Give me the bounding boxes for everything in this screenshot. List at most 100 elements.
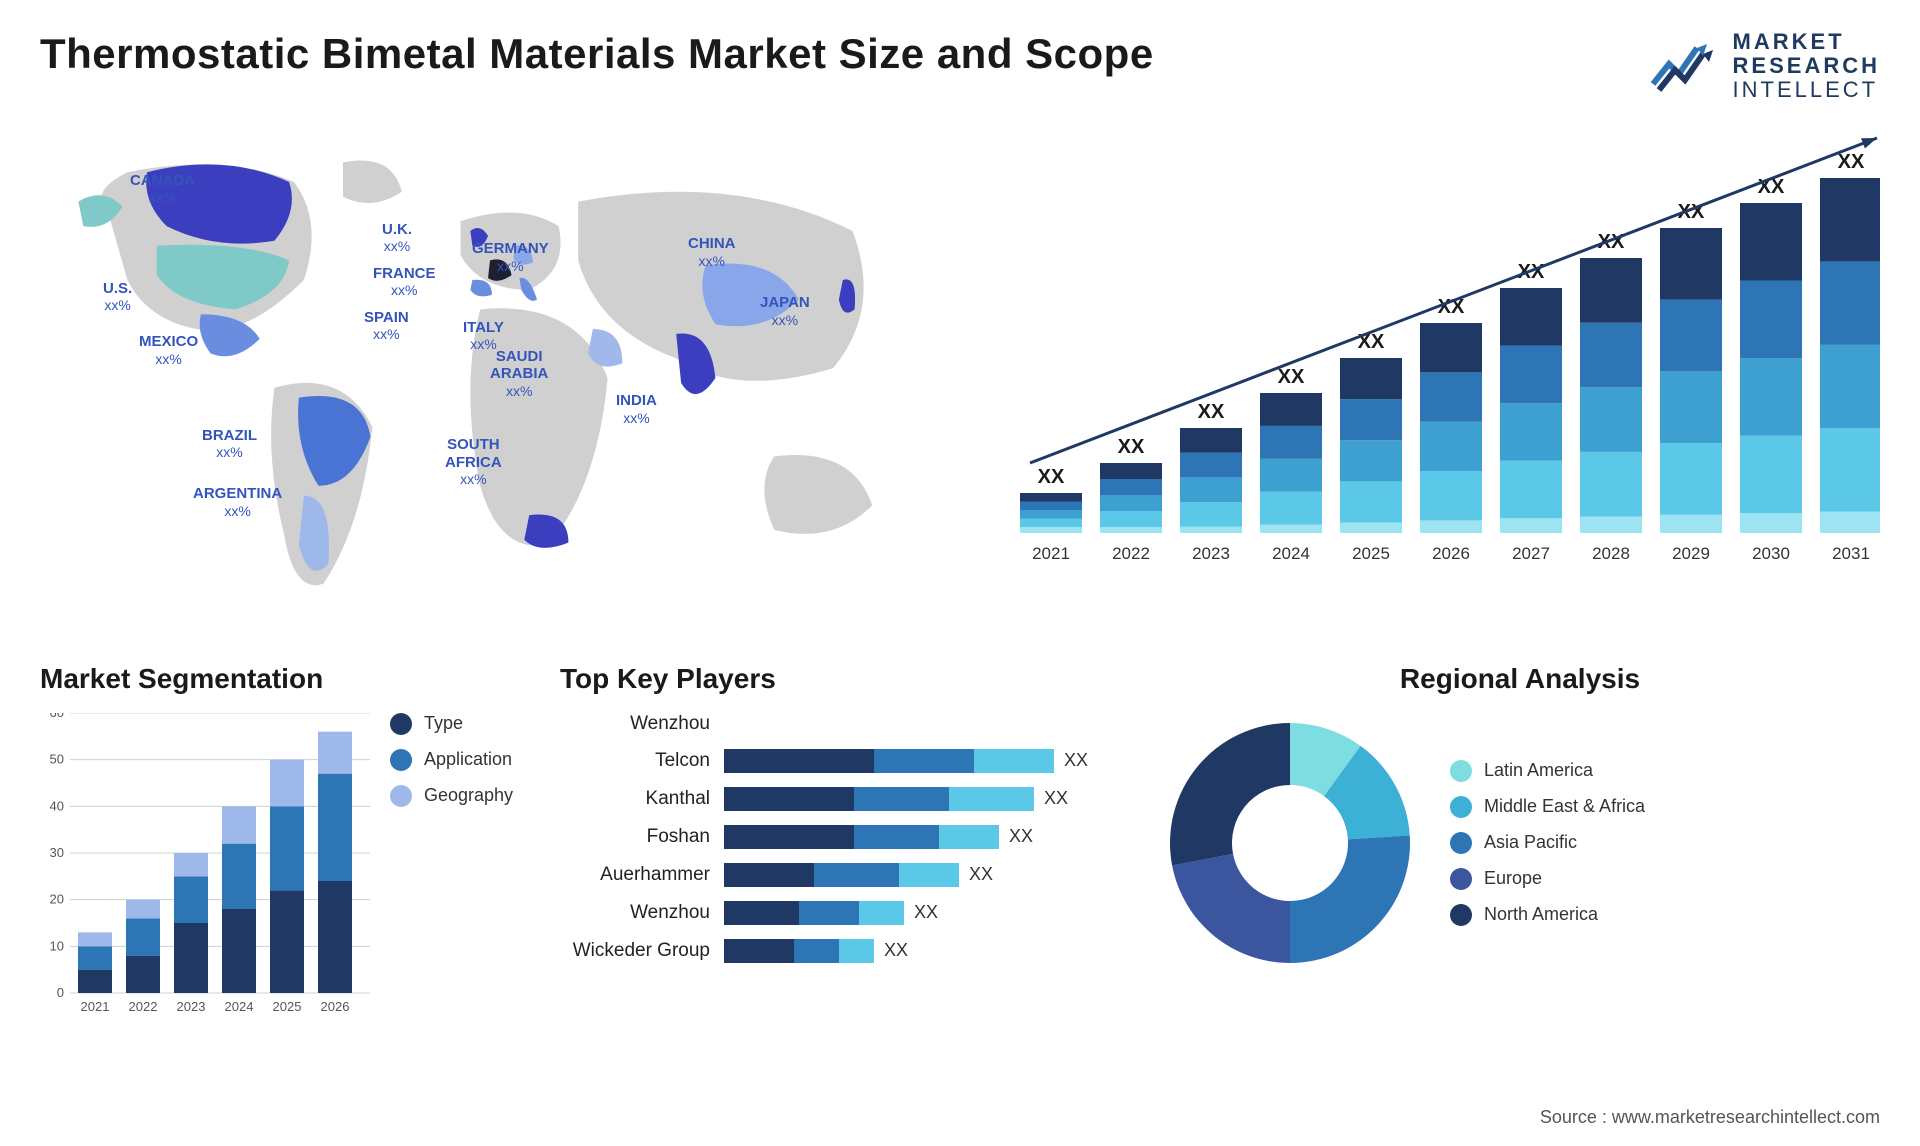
player-bar-wrap: XX xyxy=(724,749,1120,773)
players-title: Top Key Players xyxy=(560,663,1120,695)
country-label: SAUDIARABIAxx% xyxy=(490,348,548,400)
player-bar xyxy=(724,749,1054,773)
svg-text:2025: 2025 xyxy=(1352,544,1390,563)
svg-text:20: 20 xyxy=(50,891,64,906)
forecast-chart-panel: XX2021XX2022XX2023XX2024XX2025XX2026XX20… xyxy=(1000,133,1880,623)
player-value: XX xyxy=(884,940,908,961)
country-label: BRAZILxx% xyxy=(202,427,257,462)
legend-item: Geography xyxy=(390,785,513,807)
legend-label: Middle East & Africa xyxy=(1484,796,1645,817)
forecast-bar-chart: XX2021XX2022XX2023XX2024XX2025XX2026XX20… xyxy=(1000,133,1880,593)
legend-label: Europe xyxy=(1484,868,1542,889)
player-bar-segment xyxy=(724,863,814,887)
svg-text:2023: 2023 xyxy=(177,999,206,1014)
svg-text:0: 0 xyxy=(57,985,64,1000)
country-label: U.S.xx% xyxy=(103,280,132,315)
country-label: U.K.xx% xyxy=(382,221,412,256)
player-value: XX xyxy=(1044,788,1068,809)
legend-item: Europe xyxy=(1450,868,1645,890)
legend-item: North America xyxy=(1450,904,1645,926)
world-map-panel: CANADAxx% U.S.xx%MEXICOxx% BRAZILxx% ARGENT… xyxy=(40,133,940,623)
player-bar-segment xyxy=(859,901,904,925)
player-bar xyxy=(724,901,904,925)
svg-text:2031: 2031 xyxy=(1832,544,1870,563)
player-name: Telcon xyxy=(560,750,710,772)
svg-text:60: 60 xyxy=(50,713,64,720)
svg-text:2028: 2028 xyxy=(1592,544,1630,563)
svg-text:XX: XX xyxy=(1038,466,1065,488)
svg-text:XX: XX xyxy=(1838,151,1865,173)
logo-icon xyxy=(1649,34,1721,98)
legend-swatch xyxy=(390,785,412,807)
player-bar-segment xyxy=(724,825,854,849)
player-bar xyxy=(724,863,959,887)
player-row: FoshanXX xyxy=(560,825,1120,849)
source-attribution: Source : www.marketresearchintellect.com xyxy=(1540,1107,1880,1128)
player-name: Wenzhou xyxy=(560,902,710,924)
country-label: SPAINxx% xyxy=(364,309,409,344)
players-bar-list: WenzhouTelconXXKanthalXXFoshanXXAuerhamm… xyxy=(560,713,1120,963)
player-bar-wrap: XX xyxy=(724,939,1120,963)
player-row: Wenzhou XX xyxy=(560,901,1120,925)
svg-text:XX: XX xyxy=(1278,366,1305,388)
legend-item: Application xyxy=(390,749,513,771)
legend-label: North America xyxy=(1484,904,1598,925)
legend-label: Asia Pacific xyxy=(1484,832,1577,853)
country-label: MEXICOxx% xyxy=(139,333,198,368)
legend-swatch xyxy=(1450,760,1472,782)
logo-text-1: MARKET xyxy=(1733,30,1880,54)
svg-text:2022: 2022 xyxy=(129,999,158,1014)
player-row: Telcon XX xyxy=(560,749,1120,773)
legend-label: Latin America xyxy=(1484,760,1593,781)
country-label: CHINAxx% xyxy=(688,235,736,270)
player-name: Kanthal xyxy=(560,788,710,810)
legend-swatch xyxy=(390,713,412,735)
country-label: INDIAxx% xyxy=(616,392,657,427)
player-bar-segment xyxy=(724,749,874,773)
legend-label: Geography xyxy=(424,785,513,806)
legend-swatch xyxy=(1450,904,1472,926)
svg-text:2022: 2022 xyxy=(1112,544,1150,563)
player-value: XX xyxy=(1009,826,1033,847)
regional-title: Regional Analysis xyxy=(1160,663,1880,695)
legend-item: Type xyxy=(390,713,513,735)
regional-panel: Regional Analysis Latin America Middle Ea… xyxy=(1160,663,1880,1043)
segmentation-legend: Type Application Geography xyxy=(390,713,513,1018)
svg-text:2025: 2025 xyxy=(273,999,302,1014)
logo-text-2: RESEARCH xyxy=(1733,54,1880,78)
country-label: CANADAxx% xyxy=(130,172,195,207)
player-bar-wrap: XX xyxy=(724,863,1120,887)
player-value: XX xyxy=(969,864,993,885)
player-bar-segment xyxy=(839,939,874,963)
page-title: Thermostatic Bimetal Materials Market Si… xyxy=(40,30,1154,78)
brand-logo: MARKET RESEARCH INTELLECT xyxy=(1649,30,1880,103)
player-bar-segment xyxy=(794,939,839,963)
player-bar-wrap: XX xyxy=(724,901,1120,925)
player-name: Auerhammer xyxy=(560,864,710,886)
svg-text:XX: XX xyxy=(1598,231,1625,253)
segmentation-panel: Market Segmentation 01020304050602021202… xyxy=(40,663,520,1043)
legend-swatch xyxy=(390,749,412,771)
legend-swatch xyxy=(1450,796,1472,818)
player-bar-wrap: XX xyxy=(724,825,1120,849)
player-bar-segment xyxy=(974,749,1054,773)
svg-text:2026: 2026 xyxy=(321,999,350,1014)
player-bar-segment xyxy=(854,825,939,849)
svg-text:XX: XX xyxy=(1198,401,1225,423)
player-bar-segment xyxy=(854,787,949,811)
legend-item: Latin America xyxy=(1450,760,1645,782)
player-row: Kanthal XX xyxy=(560,787,1120,811)
svg-text:2024: 2024 xyxy=(1272,544,1310,563)
players-panel: Top Key Players Wenzhou Telcon XX Kanthal XX… xyxy=(560,663,1120,1043)
player-row: Wenzhou xyxy=(560,713,1120,735)
country-label: ARGENTINAxx% xyxy=(193,485,282,520)
player-bar-segment xyxy=(724,787,854,811)
svg-text:XX: XX xyxy=(1118,436,1145,458)
svg-text:2026: 2026 xyxy=(1432,544,1470,563)
svg-text:40: 40 xyxy=(50,798,64,813)
svg-text:2024: 2024 xyxy=(225,999,254,1014)
svg-text:2027: 2027 xyxy=(1512,544,1550,563)
player-bar xyxy=(724,825,999,849)
segmentation-bar-chart: 0102030405060202120222023202420252026 xyxy=(40,713,370,1018)
segmentation-title: Market Segmentation xyxy=(40,663,520,695)
